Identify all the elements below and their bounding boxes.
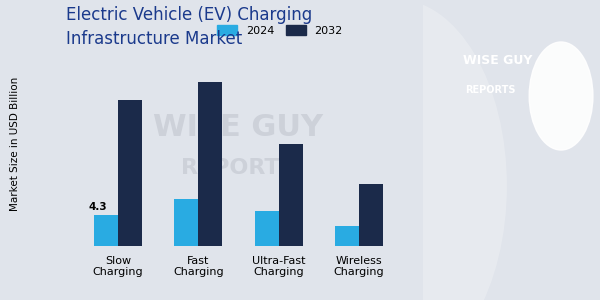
Bar <box>94 215 118 246</box>
Bar <box>335 226 359 246</box>
Bar <box>175 199 199 246</box>
Bar <box>118 100 142 246</box>
Text: Electric Vehicle (EV) Charging
Infrastructure Market: Electric Vehicle (EV) Charging Infrastru… <box>66 6 312 48</box>
Circle shape <box>287 0 506 300</box>
Text: WISE GUY: WISE GUY <box>463 53 532 67</box>
Bar <box>278 144 302 246</box>
Text: WISE GUY: WISE GUY <box>154 113 323 142</box>
Text: 4.3: 4.3 <box>88 202 107 212</box>
Bar <box>199 82 223 246</box>
Legend: 2024, 2032: 2024, 2032 <box>212 21 347 40</box>
Text: REPORTS: REPORTS <box>181 158 296 178</box>
Circle shape <box>529 42 593 150</box>
Text: REPORTS: REPORTS <box>465 85 515 95</box>
Text: Market Size in USD Billion: Market Size in USD Billion <box>10 77 20 211</box>
Bar <box>254 211 278 246</box>
Bar <box>359 184 383 246</box>
